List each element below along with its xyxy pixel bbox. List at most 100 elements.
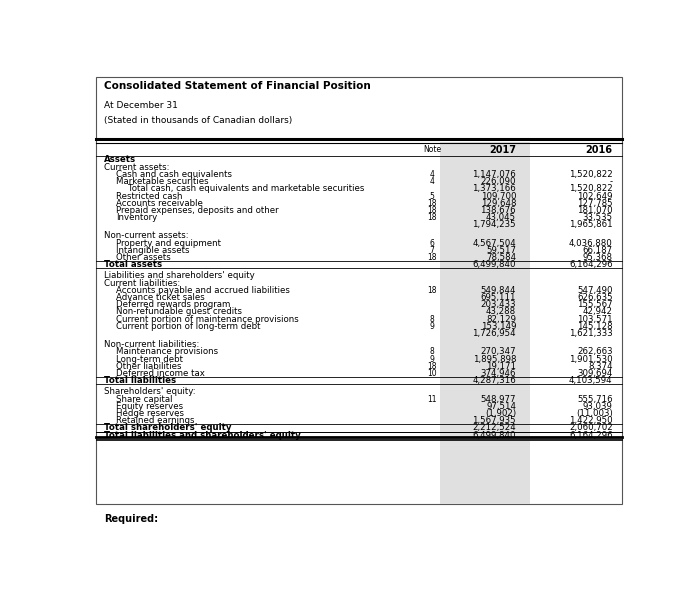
Text: Property and equipment: Property and equipment — [116, 239, 220, 248]
Text: 6,499,840: 6,499,840 — [473, 261, 516, 269]
Text: 203,433: 203,433 — [480, 300, 516, 309]
Text: Equity reserves: Equity reserves — [116, 402, 183, 411]
Text: 695,111: 695,111 — [481, 293, 516, 302]
Text: (1,902): (1,902) — [485, 409, 516, 418]
Text: Assets: Assets — [104, 155, 136, 164]
Text: Accounts receivable: Accounts receivable — [116, 199, 202, 208]
Text: Long-term debt: Long-term debt — [116, 355, 183, 364]
Text: Non-current assets:: Non-current assets: — [104, 231, 188, 241]
Text: 1,965,861: 1,965,861 — [569, 221, 612, 230]
Text: Current portion of maintenance provisions: Current portion of maintenance provision… — [116, 315, 298, 324]
Text: Share capital: Share capital — [116, 395, 172, 404]
Text: Other liabilities: Other liabilities — [116, 362, 181, 371]
Text: 11: 11 — [427, 395, 437, 404]
Text: 42,942: 42,942 — [582, 307, 612, 316]
Text: 93,039: 93,039 — [583, 402, 612, 411]
Text: Prepaid expenses, deposits and other: Prepaid expenses, deposits and other — [116, 206, 279, 215]
Text: 181,070: 181,070 — [577, 206, 612, 215]
Text: 10: 10 — [427, 369, 437, 378]
Text: 626,635: 626,635 — [577, 293, 612, 302]
Text: 33,535: 33,535 — [582, 213, 612, 222]
Text: Note: Note — [423, 145, 441, 154]
Text: Inventory: Inventory — [116, 213, 157, 222]
Text: At December 31: At December 31 — [104, 101, 178, 110]
Text: Required:: Required: — [104, 514, 158, 524]
Text: 5: 5 — [430, 191, 435, 201]
Text: 549,844: 549,844 — [481, 286, 516, 295]
Text: 4: 4 — [430, 177, 435, 186]
Text: 95,368: 95,368 — [582, 253, 612, 262]
Text: 1,895,898: 1,895,898 — [473, 355, 516, 364]
Text: 4: 4 — [430, 170, 435, 179]
Text: Deferred income tax: Deferred income tax — [116, 369, 204, 378]
Text: 4,103,594: 4,103,594 — [569, 376, 612, 385]
Text: Current portion of long-term debt: Current portion of long-term debt — [116, 322, 260, 331]
Text: Hedge reserves: Hedge reserves — [116, 409, 183, 418]
Text: 1,520,822: 1,520,822 — [569, 184, 612, 193]
Text: 1,373,166: 1,373,166 — [473, 184, 516, 193]
Text: Current liabilities:: Current liabilities: — [104, 279, 180, 288]
Text: 2016: 2016 — [586, 145, 612, 155]
Text: 1,147,076: 1,147,076 — [473, 170, 516, 179]
Text: Cash and cash equivalents: Cash and cash equivalents — [116, 170, 232, 179]
Text: Total assets: Total assets — [104, 261, 162, 269]
Text: 43,288: 43,288 — [486, 307, 516, 316]
Text: 43,045: 43,045 — [486, 213, 516, 222]
Text: 18: 18 — [427, 206, 437, 215]
Text: Deferred rewards program: Deferred rewards program — [116, 300, 230, 309]
Text: 19,171: 19,171 — [486, 362, 516, 371]
Text: 2017: 2017 — [489, 145, 516, 155]
Text: 2,060,702: 2,060,702 — [569, 424, 612, 433]
Text: Total liabilities: Total liabilities — [104, 376, 176, 385]
Text: Total shareholders' equity: Total shareholders' equity — [104, 424, 231, 433]
Text: 4,036,880: 4,036,880 — [569, 239, 612, 248]
Text: 4,287,316: 4,287,316 — [473, 376, 516, 385]
Text: 1,520,822: 1,520,822 — [569, 170, 612, 179]
Text: Other assets: Other assets — [116, 253, 171, 262]
Text: 8: 8 — [430, 347, 435, 356]
Text: Consolidated Statement of Financial Position: Consolidated Statement of Financial Posi… — [104, 81, 370, 91]
Text: (Stated in thousands of Canadian dollars): (Stated in thousands of Canadian dollars… — [104, 116, 292, 125]
Text: 1,794,235: 1,794,235 — [473, 221, 516, 230]
Text: 18: 18 — [427, 286, 437, 295]
Text: -: - — [610, 177, 612, 186]
Text: 153,149: 153,149 — [481, 322, 516, 331]
Text: Total cash, cash equivalents and marketable securities: Total cash, cash equivalents and marketa… — [127, 184, 364, 193]
Text: 1,726,954: 1,726,954 — [473, 329, 516, 338]
Text: 129,648: 129,648 — [481, 199, 516, 208]
Text: Advance ticket sales: Advance ticket sales — [116, 293, 204, 302]
Text: 2,212,524: 2,212,524 — [473, 424, 516, 433]
Text: 1,901,530: 1,901,530 — [569, 355, 612, 364]
Text: 155,567: 155,567 — [577, 300, 612, 309]
Text: Accounts payable and accrued liabilities: Accounts payable and accrued liabilities — [116, 286, 290, 295]
Text: 547,490: 547,490 — [577, 286, 612, 295]
Text: 138,676: 138,676 — [480, 206, 516, 215]
Text: 8: 8 — [430, 315, 435, 324]
Text: 555,716: 555,716 — [577, 395, 612, 404]
Text: (11,003): (11,003) — [576, 409, 612, 418]
Text: 18: 18 — [427, 213, 437, 222]
Text: Current assets:: Current assets: — [104, 162, 169, 171]
Text: 1,621,333: 1,621,333 — [569, 329, 612, 338]
Text: 145,128: 145,128 — [577, 322, 612, 331]
Text: 6,164,296: 6,164,296 — [569, 261, 612, 269]
Text: 18: 18 — [427, 253, 437, 262]
Text: 9: 9 — [430, 355, 435, 364]
Text: 270,347: 270,347 — [480, 347, 516, 356]
Text: 78,584: 78,584 — [486, 253, 516, 262]
Text: Non-refundable guest credits: Non-refundable guest credits — [116, 307, 241, 316]
Text: Liabilities and shareholders' equity: Liabilities and shareholders' equity — [104, 271, 255, 281]
Text: 6,164,296: 6,164,296 — [569, 431, 612, 440]
Text: 309,694: 309,694 — [578, 369, 612, 378]
Text: 66,187: 66,187 — [582, 246, 612, 255]
Text: Marketable securities: Marketable securities — [116, 177, 209, 186]
Text: 109,700: 109,700 — [481, 191, 516, 201]
Text: Non-current liabilities:: Non-current liabilities: — [104, 340, 200, 349]
Text: 127,785: 127,785 — [577, 199, 612, 208]
Text: 1,422,950: 1,422,950 — [569, 416, 612, 425]
Text: Maintenance provisions: Maintenance provisions — [116, 347, 218, 356]
Text: 102,649: 102,649 — [577, 191, 612, 201]
Text: 262,663: 262,663 — [577, 347, 612, 356]
Text: 82,129: 82,129 — [486, 315, 516, 324]
Text: 18: 18 — [427, 199, 437, 208]
